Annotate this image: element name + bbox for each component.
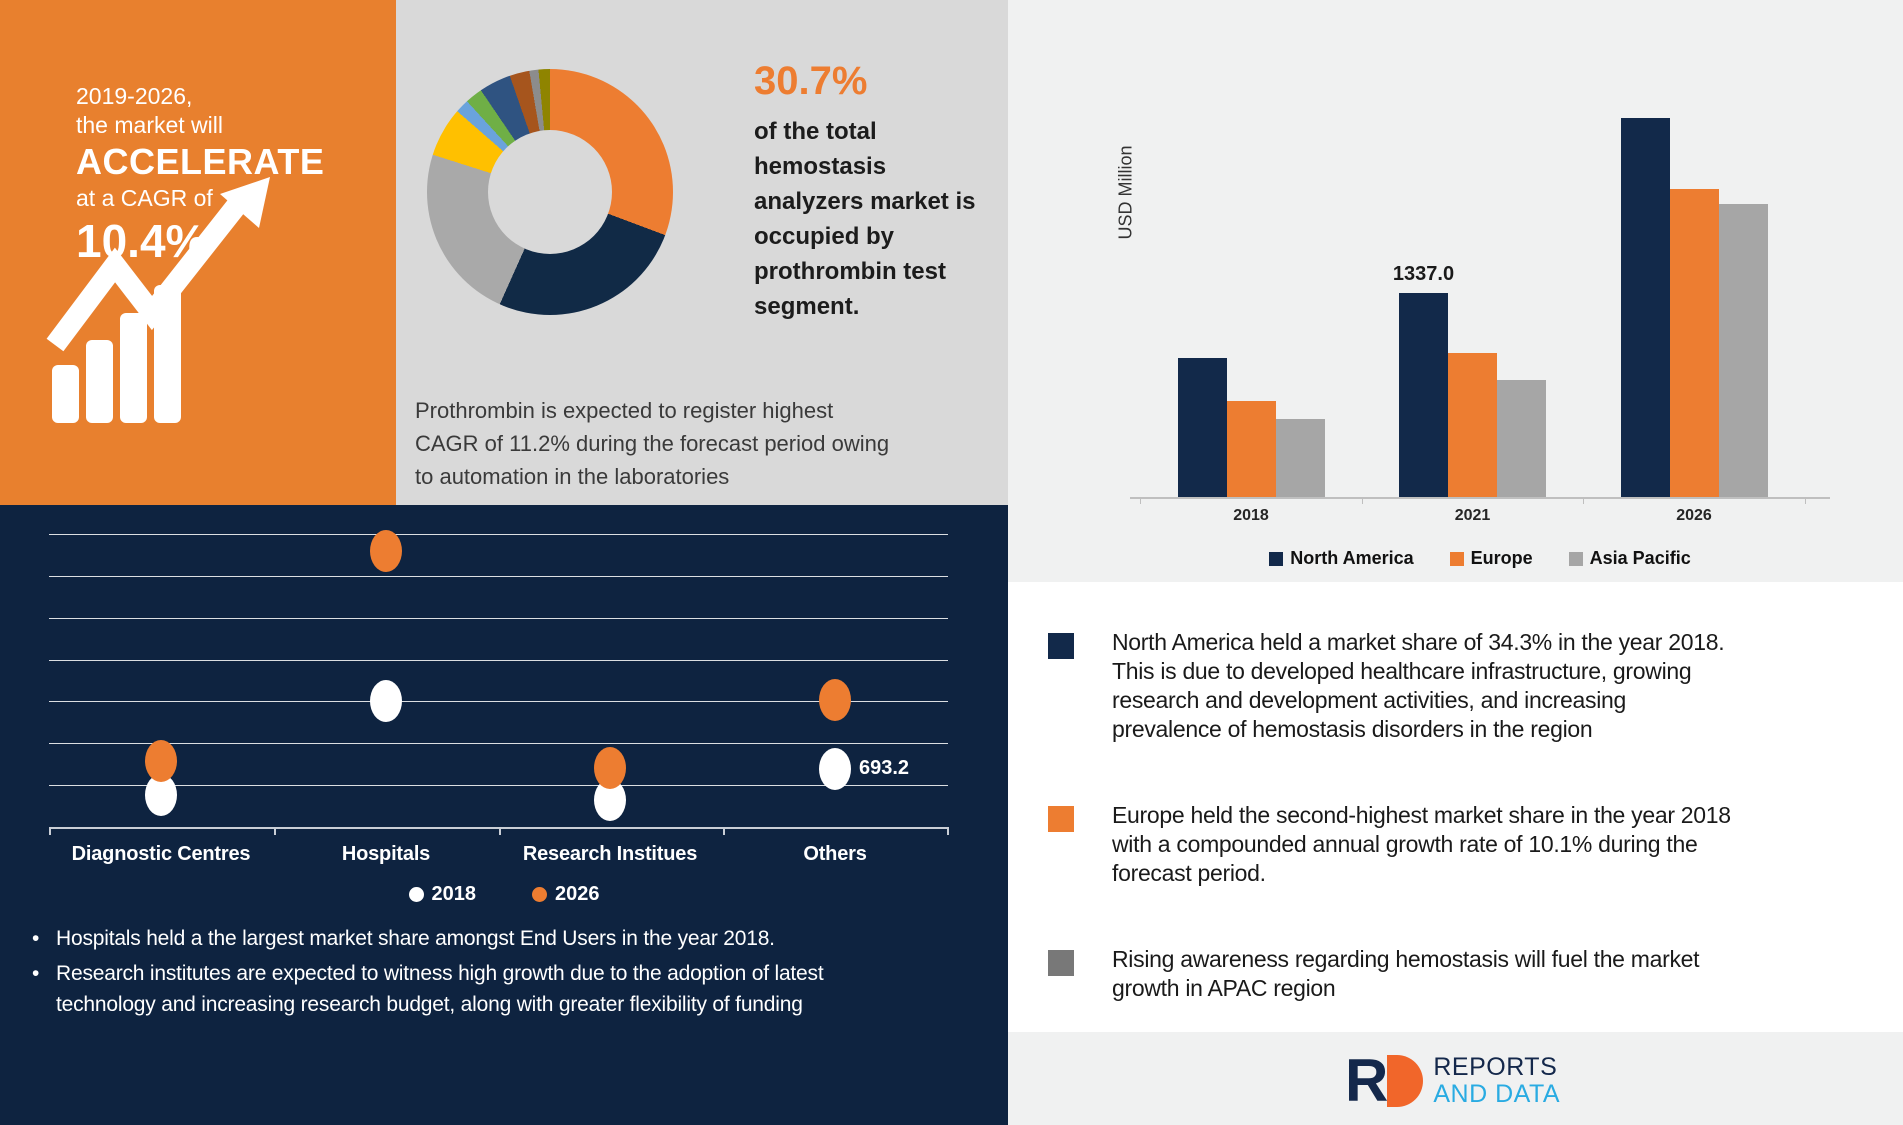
bullet-item: Research institutes are expected to witn… — [30, 958, 830, 1020]
regional-bar-chart: 2018 2021 2026 1337.0 — [1130, 100, 1830, 524]
legend-swatch-icon — [1568, 551, 1583, 566]
bar-north-america-2021 — [1399, 293, 1448, 497]
orange-square-icon — [1048, 806, 1074, 832]
axis-tick — [1140, 497, 1141, 504]
legend-label: North America — [1290, 548, 1414, 568]
gridline — [49, 618, 948, 619]
dot-2026-others — [819, 679, 851, 721]
bar-north-america-2026 — [1620, 118, 1670, 497]
donut-panel: 30.7% of the total hemostasis analyzers … — [396, 0, 1008, 505]
bar-asia-pacific-2018 — [1275, 419, 1325, 497]
axis-tick — [947, 827, 949, 835]
logo-wordmark: REPORTS AND DATA — [1433, 1054, 1560, 1108]
category-label: Others — [803, 843, 867, 865]
accelerate-line-years: 2019-2026, — [76, 83, 193, 109]
dot-value-label: 693.2 — [859, 757, 910, 779]
insight-text: Rising awareness regarding hemostasis wi… — [1112, 946, 1700, 1001]
gridline — [49, 785, 948, 786]
logo-mark-icon: R — [1345, 1047, 1424, 1114]
bullet-item: Hospitals held a the largest market shar… — [30, 923, 830, 954]
axis-tick — [49, 827, 51, 835]
legend-item: Asia Pacific — [1568, 548, 1691, 569]
gridline — [49, 534, 948, 535]
insights-background — [1008, 582, 1903, 1032]
legend-item: Europe — [1449, 548, 1533, 569]
legend-item: North America — [1269, 548, 1414, 569]
legend-item: 2026 — [532, 883, 600, 906]
gridline — [49, 660, 948, 661]
dot-2018-others — [819, 748, 851, 790]
axis-tick — [499, 827, 501, 835]
logo-letter-r: R — [1345, 1047, 1388, 1114]
logo-word-reports: REPORTS — [1433, 1053, 1558, 1081]
bar-europe-2021 — [1448, 353, 1497, 497]
donut-hole — [488, 130, 612, 254]
donut-paragraph: Prothrombin is expected to register high… — [415, 398, 890, 489]
x-tick-label: 2026 — [1676, 507, 1712, 524]
legend-label: 2018 — [431, 883, 477, 905]
growth-arrow-icon — [46, 177, 270, 423]
x-tick-label: 2018 — [1233, 507, 1269, 524]
legend-swatch-icon — [1449, 551, 1464, 566]
axis-tick — [1361, 497, 1363, 504]
dot-plot-legend: 2018 2026 — [0, 883, 1008, 906]
category-label: Diagnostic Centres — [71, 843, 251, 865]
donut-chart — [427, 69, 673, 315]
navy-square-icon — [1048, 633, 1074, 659]
bar-chart-legend: North America Europe Asia Pacific — [1130, 548, 1830, 569]
legend-dot-icon — [408, 887, 424, 902]
logo-letter-d-icon — [1387, 1055, 1424, 1107]
legend-swatch-icon — [1269, 551, 1284, 566]
reports-and-data-logo: R REPORTS AND DATA — [1345, 1047, 1560, 1114]
insight-text: North America held a market share of 34.… — [1112, 629, 1725, 742]
accelerate-line-3: ACCELERATE — [76, 141, 325, 182]
legend-label: Europe — [1470, 548, 1533, 568]
end-user-panel: 693.2 Diagnostic Centres Hospitals Research… — [0, 505, 1008, 1125]
accelerate-panel: 2019-2026, the market will ACCELERATE at… — [0, 0, 396, 505]
donut-headline: 30.7% of the total hemostasis analyzers … — [754, 58, 1004, 324]
logo-word-anddata: AND DATA — [1433, 1080, 1561, 1108]
bar-value-label: 1337.0 — [1392, 263, 1455, 285]
dot-2026-hospitals — [370, 530, 402, 572]
axis-tick — [1583, 497, 1584, 504]
bar-europe-2018 — [1226, 401, 1276, 497]
axis-tick — [723, 827, 725, 835]
gridline — [49, 743, 948, 744]
bar-asia-pacific-2021 — [1497, 380, 1546, 497]
dot-2018-hospitals — [370, 680, 402, 722]
dot-2026-diagnostic-centres — [145, 740, 177, 782]
donut-headline-text: of the total hemostasis analyzers market… — [754, 118, 976, 320]
dot-2026-research-institues — [594, 747, 626, 789]
accelerate-line-2: the market will — [76, 112, 223, 138]
axis-tick — [274, 827, 276, 835]
category-label: Hospitals — [341, 843, 431, 865]
regional-panel: USD Million 2018 2021 2026 1337.0 North Ame… — [1008, 0, 1903, 1125]
category-label: Research Institues — [522, 843, 698, 865]
bar-europe-2026 — [1669, 189, 1719, 497]
axis-tick — [1804, 497, 1806, 504]
legend-label: Asia Pacific — [1589, 548, 1691, 568]
bar-north-america-2018 — [1177, 358, 1227, 497]
gridline — [49, 576, 948, 577]
legend-dot-icon — [532, 887, 547, 902]
donut-headline-value: 30.7% — [754, 59, 868, 103]
x-tick-label: 2021 — [1454, 507, 1491, 524]
accelerate-text: 2019-2026, the market will ACCELERATE at… — [76, 82, 324, 269]
legend-label: 2026 — [555, 883, 600, 905]
gray-square-icon — [1048, 950, 1074, 976]
end-user-bullets: Hospitals held a the largest market shar… — [30, 923, 830, 1024]
accelerate-line-4: at a CAGR of — [76, 185, 213, 211]
gridline — [49, 701, 948, 702]
legend-item: 2018 — [408, 883, 477, 906]
bar-chart-axis — [1130, 497, 1830, 499]
bar-asia-pacific-2026 — [1718, 204, 1768, 497]
insight-text: Europe held the second-highest market sh… — [1112, 802, 1731, 886]
